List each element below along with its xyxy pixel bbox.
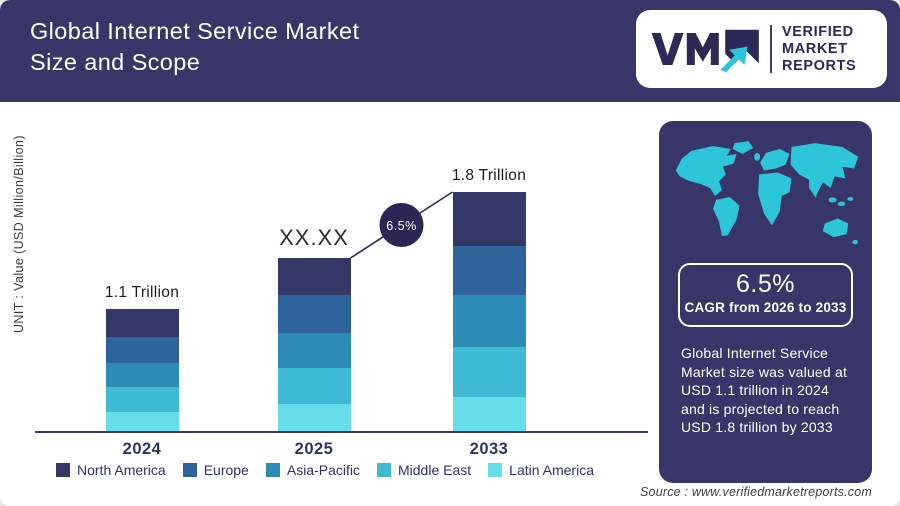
legend-item-north-america: North America [56,462,166,478]
page-title: Global Internet Service Market Size and … [30,16,359,78]
stacked-bar-2033 [452,192,526,433]
bar-segment-asia-pacific [105,363,179,387]
bar-segment-middle-east [277,367,351,404]
legend-label-latin-america: Latin America [509,462,594,478]
bar-value-label-2033: 1.8 Trillion [451,167,527,184]
bar-segment-europe [105,337,179,364]
legend-item-europe: Europe [182,462,249,478]
cagr-caption: CAGR from 2026 to 2033 [684,300,847,315]
legend-label-europe: Europe [203,462,249,478]
logo-divider [770,25,772,73]
bar-value-label-2024: 1.1 Trillion [104,284,180,301]
logo-wordmark: VERIFIED MARKET REPORTS [782,24,856,75]
bar-segment-latin-america [277,403,351,433]
legend-label-asia-pacific: Asia-Pacific [286,462,360,478]
bar-segment-north-america [105,309,179,338]
legend-item-middle-east: Middle East [377,462,471,478]
cagr-box: 6.5% CAGR from 2026 to 2033 [678,263,853,327]
x-axis-line [35,431,648,433]
legend-swatch-latin-america [488,463,503,477]
vmr-logo-icon [651,29,759,73]
bar-segment-asia-pacific [452,295,526,348]
legend-label-middle-east: Middle East [398,462,472,478]
logo-word-verified: VERIFIED [782,23,854,40]
world-map-icon [675,141,858,245]
page-title-line2: Size and Scope [30,49,201,75]
bar-segment-middle-east [452,347,526,397]
legend-swatch-middle-east [377,463,391,477]
source-attribution: Source : www.verifiedmarketreports.com [640,485,872,499]
cagr-value: 6.5% [736,270,795,298]
stacked-bar-2024 [105,309,179,433]
legend-swatch-asia-pacific [265,463,280,477]
bar-segment-europe [277,295,351,333]
stacked-bar-2025 [277,258,351,433]
bar-segment-asia-pacific [277,332,351,368]
bar-chart: UNIT : Value (USD Million/Billion) 1.1 T… [0,100,655,506]
summary-sidebar: 6.5% CAGR from 2026 to 2033 Global Inter… [659,121,872,483]
bar-value-label-2025: XX.XX [279,225,349,250]
header-bar: Global Internet Service Market Size and … [0,0,900,102]
legend-swatch-europe [182,463,197,477]
bar-segment-europe [452,245,526,296]
x-tick-2025: 2025 [294,440,334,458]
legend-item-asia-pacific: Asia-Pacific [265,462,360,478]
legend-swatch-north-america [56,463,70,477]
legend-label-north-america: North America [77,462,166,478]
legend: North America Europe Asia-Pacific Middle Ea… [56,462,594,478]
logo-word-market: MARKET [782,40,848,57]
bar-segment-latin-america [452,396,526,433]
logo-word-reports: REPORTS [782,57,857,74]
plot-area: 1.1 Trillion 2024 XX.XX 2025 1.8 Trillion 203… [0,100,655,506]
bar-segment-middle-east [105,386,179,412]
legend-item-latin-america: Latin America [488,462,594,478]
bar-segment-latin-america [105,411,179,433]
vmr-logo: VERIFIED MARKET REPORTS [636,10,887,88]
x-tick-2024: 2024 [122,440,162,458]
market-summary-text: Global Internet Service Market size was … [681,345,848,435]
bar-segment-north-america [277,258,351,296]
x-tick-2033: 2033 [469,440,509,458]
page-title-line1: Global Internet Service Market [30,18,360,44]
bar-segment-north-america [452,192,526,246]
